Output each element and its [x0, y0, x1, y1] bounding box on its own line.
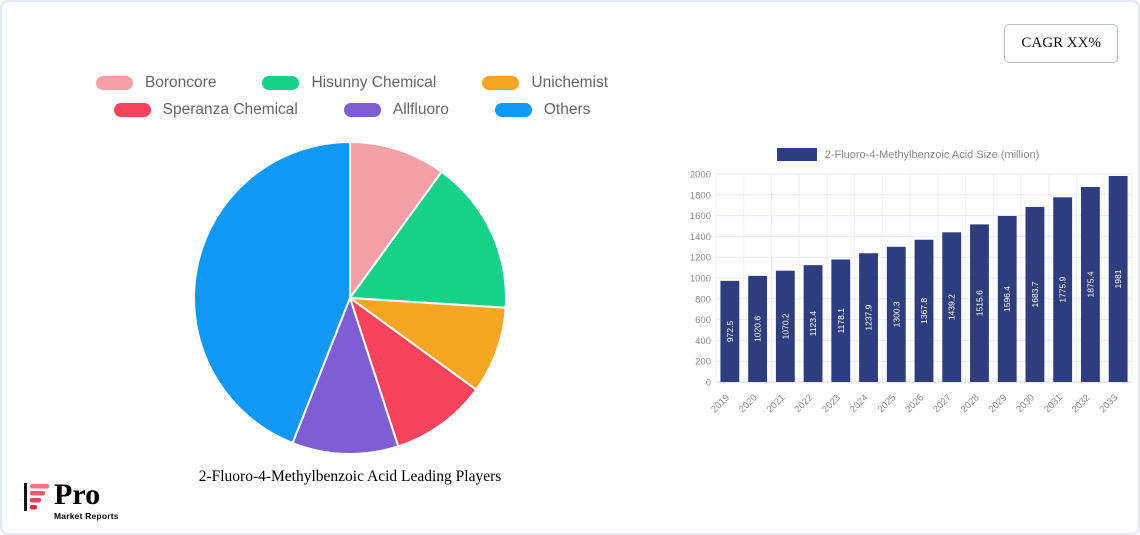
legend-label: Hisunny Chemical: [311, 74, 437, 91]
bar-2033: [1108, 175, 1128, 382]
bar-value-label: 1439.2: [947, 294, 957, 320]
bar-2029: [997, 215, 1017, 382]
bar-2024: [859, 253, 878, 382]
bar-chart: 0 200 400 600 800 1000 1200 1400 1600 1800 2000 972…: [690, 170, 1133, 415]
y-axis-tick-label: 600: [695, 315, 711, 326]
x-axis-tick-label: 2021: [765, 392, 788, 415]
pie-legend-row: Boroncore Hisunny Chemical Unichemist: [95, 74, 608, 92]
bar-legend-label: 2-Fluoro-4-Methylbenzoic Acid Size (mill…: [824, 148, 1040, 161]
legend-item-allfluoro[interactable]: Allfluoro: [343, 101, 449, 119]
x-axis-tick-label: 2032: [1070, 392, 1093, 415]
legend-item-unichemist[interactable]: Unichemist: [482, 74, 608, 92]
pie-slice-others: [193, 141, 351, 445]
bar-value-label: 1775.9: [1058, 276, 1068, 302]
legend-label: Boroncore: [144, 74, 217, 91]
bar-value-label: 1683.7: [1030, 281, 1040, 307]
bar-2027: [942, 232, 962, 382]
x-axis-tick-label: 2020: [737, 392, 760, 415]
x-axis-tick-label: 2022: [792, 392, 815, 415]
legend-item-speranza-chemical[interactable]: Speranza Chemical: [113, 101, 298, 119]
legend-item-others[interactable]: Others: [494, 101, 591, 119]
logo-brand-text: Pro: [54, 478, 101, 511]
x-axis-tick-label: 2019: [709, 392, 732, 415]
pie-legend: Boroncore Hisunny Chemical Unichemist Spera…: [42, 74, 662, 119]
pie-chart-title: 2-Fluoro-4-Methylbenzoic Acid Leading Pl…: [198, 468, 502, 485]
legend-swatch: [262, 76, 300, 90]
bar-value-label: 1367.8: [919, 298, 929, 324]
bar-value-label: 1981: [1113, 269, 1123, 288]
legend-label: Speranza Chemical: [162, 101, 298, 118]
bar-2028: [970, 224, 989, 382]
x-axis-tick-label: 2033: [1098, 392, 1121, 415]
x-axis-tick-label: 2028: [959, 392, 982, 415]
pie-slice-unichemist: [349, 297, 507, 391]
legend-label: Allfluoro: [392, 101, 449, 118]
y-axis-tick-label: 0: [706, 378, 711, 389]
y-axis-tick-label: 1800: [690, 190, 711, 201]
bar-value-label: 1237.9: [864, 304, 874, 330]
legend-label: Unichemist: [531, 74, 609, 91]
legend-label: Others: [543, 101, 591, 118]
x-axis-tick-label: 2024: [848, 392, 871, 415]
y-axis-tick-label: 1200: [690, 253, 711, 264]
pie-slice-speranza-chemical: [349, 297, 478, 448]
pie-legend-row: Speranza Chemical Allfluoro Others: [113, 101, 591, 119]
pie-slice-boroncore: [349, 141, 443, 299]
bar-2025: [886, 246, 906, 382]
logo-subtitle-text: Market Reports: [54, 511, 119, 521]
bar-2030: [1025, 206, 1045, 382]
x-axis-tick-label: 2025: [876, 392, 899, 415]
logo-icon: [24, 483, 49, 511]
x-axis-tick-label: 2023: [820, 392, 843, 415]
bar-2022: [803, 265, 823, 382]
bar-2020: [748, 275, 768, 382]
bar-2021: [775, 270, 795, 382]
legend-item-boroncore[interactable]: Boroncore: [95, 74, 217, 92]
bar-legend: 2-Fluoro-4-Methylbenzoic Acid Size (mill…: [676, 148, 1138, 161]
x-axis-tick-label: 2026: [903, 392, 926, 415]
bar-value-label: 1070.2: [780, 313, 790, 339]
y-axis-tick-label: 1400: [690, 232, 711, 243]
pie-slice-hisunny-chemical: [349, 170, 507, 309]
legend-item-hisunny-chemical[interactable]: Hisunny Chemical: [262, 74, 436, 92]
y-axis-tick-label: 400: [695, 336, 711, 347]
legend-swatch: [95, 76, 133, 90]
x-axis-tick-label: 2027: [931, 392, 954, 415]
y-axis-tick-label: 1600: [690, 211, 711, 222]
bar-value-label: 1178.1: [836, 308, 846, 334]
pie-chart: [193, 141, 507, 455]
bar-value-label: 1596.4: [1002, 286, 1012, 312]
bar-value-label: 1875.4: [1085, 271, 1095, 297]
bar-2031: [1053, 197, 1073, 382]
bar-value-label: 1300.3: [891, 301, 901, 327]
legend-swatch: [494, 103, 532, 117]
y-axis-tick-label: 2000: [690, 170, 711, 181]
legend-swatch: [343, 103, 381, 117]
bar-value-label: 1123.4: [808, 311, 818, 337]
bar-legend-swatch: [776, 148, 817, 161]
x-axis-tick-label: 2031: [1042, 392, 1065, 415]
bar-value-label: 1020.6: [753, 316, 763, 342]
x-axis-tick-label: 2030: [1014, 392, 1037, 415]
y-axis-tick-label: 1000: [690, 274, 711, 285]
legend-swatch: [482, 76, 520, 90]
bar-value-label: 972.5: [725, 321, 735, 343]
brand-logo: Pro Market Reports: [24, 480, 119, 521]
cagr-badge: CAGR XX%: [1004, 24, 1118, 63]
bar-value-label: 1515.6: [974, 290, 984, 316]
y-axis-tick-label: 800: [695, 294, 711, 305]
bar-2019: [720, 280, 740, 382]
y-axis-tick-label: 200: [695, 357, 711, 368]
pie-slice-allfluoro: [291, 297, 400, 455]
bar-2026: [914, 239, 934, 382]
x-axis-tick-label: 2029: [987, 392, 1010, 415]
bar-2032: [1080, 186, 1100, 382]
bar-2023: [831, 259, 851, 382]
legend-swatch: [113, 103, 151, 117]
